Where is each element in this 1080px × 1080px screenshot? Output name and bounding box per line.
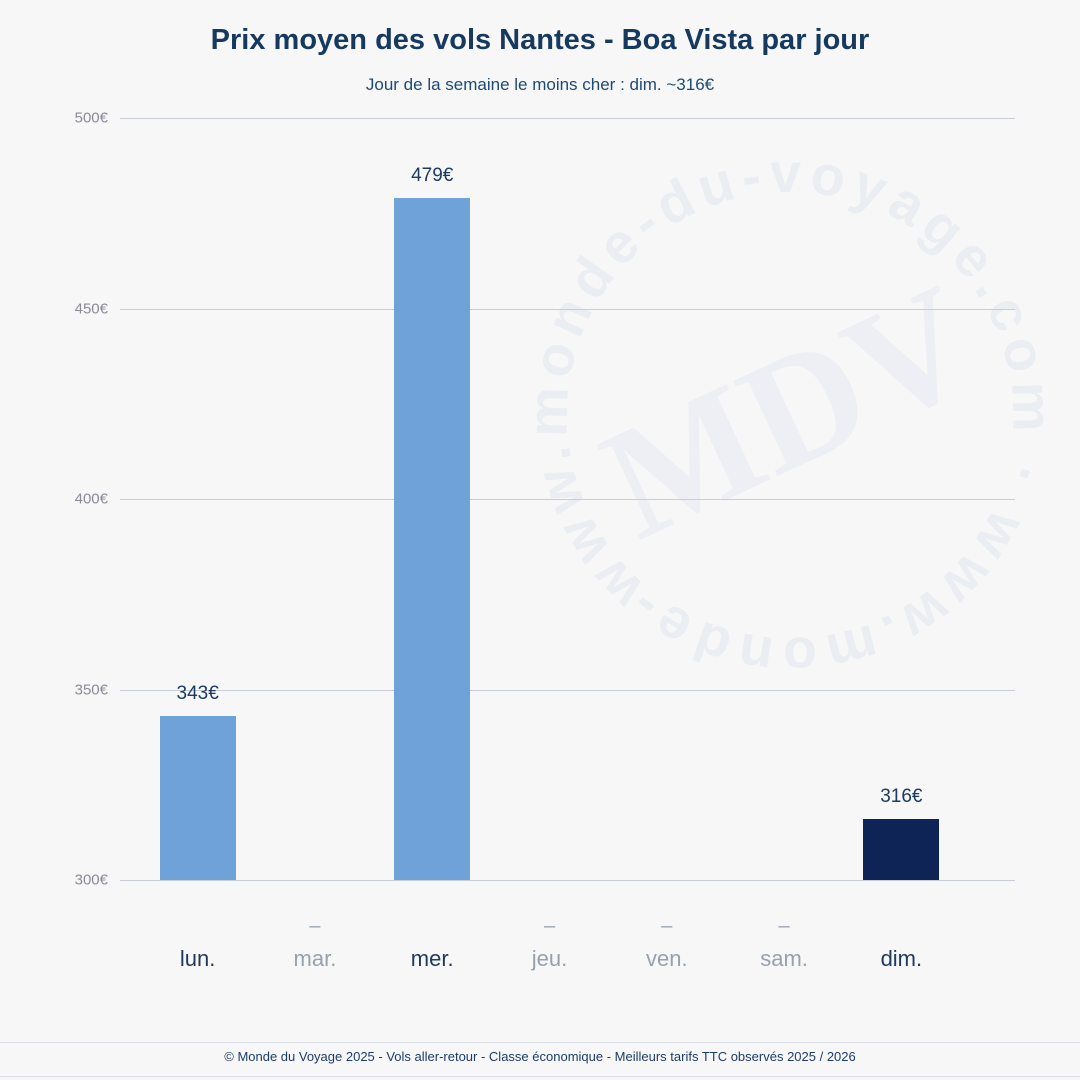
no-data-dash: –: [661, 915, 673, 937]
page-title: Prix moyen des vols Nantes - Boa Vista p…: [210, 24, 870, 56]
gridline: [120, 880, 1015, 881]
bar: [863, 819, 940, 880]
x-axis-label: sam.: [760, 946, 808, 971]
footer-text: © Monde du Voyage 2025 - Vols aller-reto…: [224, 1049, 856, 1064]
gridline: [120, 689, 1015, 691]
x-axis-label: lun.: [179, 946, 216, 971]
no-data-dash: –: [309, 915, 321, 937]
gridline: [120, 499, 1015, 500]
y-tick-label: 400€: [74, 490, 108, 508]
gridline: [120, 118, 1015, 119]
bar-value-label: 343€: [176, 683, 219, 705]
x-axis-label: mar.: [293, 946, 337, 971]
gridline: [120, 308, 1015, 310]
footer-divider-bottom: [0, 1076, 1080, 1077]
x-axis-label: ven.: [645, 946, 688, 971]
y-tick-label: 450€: [74, 300, 108, 317]
x-axis-label: jeu.: [531, 946, 568, 971]
y-tick-label: 500€: [74, 109, 108, 127]
bar-value-label: 479€: [411, 165, 454, 186]
bar: [159, 716, 236, 880]
x-axis-label: dim.: [880, 946, 923, 971]
page-subtitle: Jour de la semaine le moins cher : dim. …: [365, 75, 715, 94]
bar: [394, 198, 471, 880]
y-tick-label: 300€: [74, 871, 108, 889]
no-data-dash: –: [543, 915, 556, 937]
footer-divider-top: [0, 1042, 1080, 1043]
bar-value-label: 316€: [880, 786, 923, 808]
x-axis-label: mer.: [410, 946, 454, 971]
y-tick-label: 350€: [74, 681, 108, 698]
no-data-dash: –: [778, 915, 790, 937]
